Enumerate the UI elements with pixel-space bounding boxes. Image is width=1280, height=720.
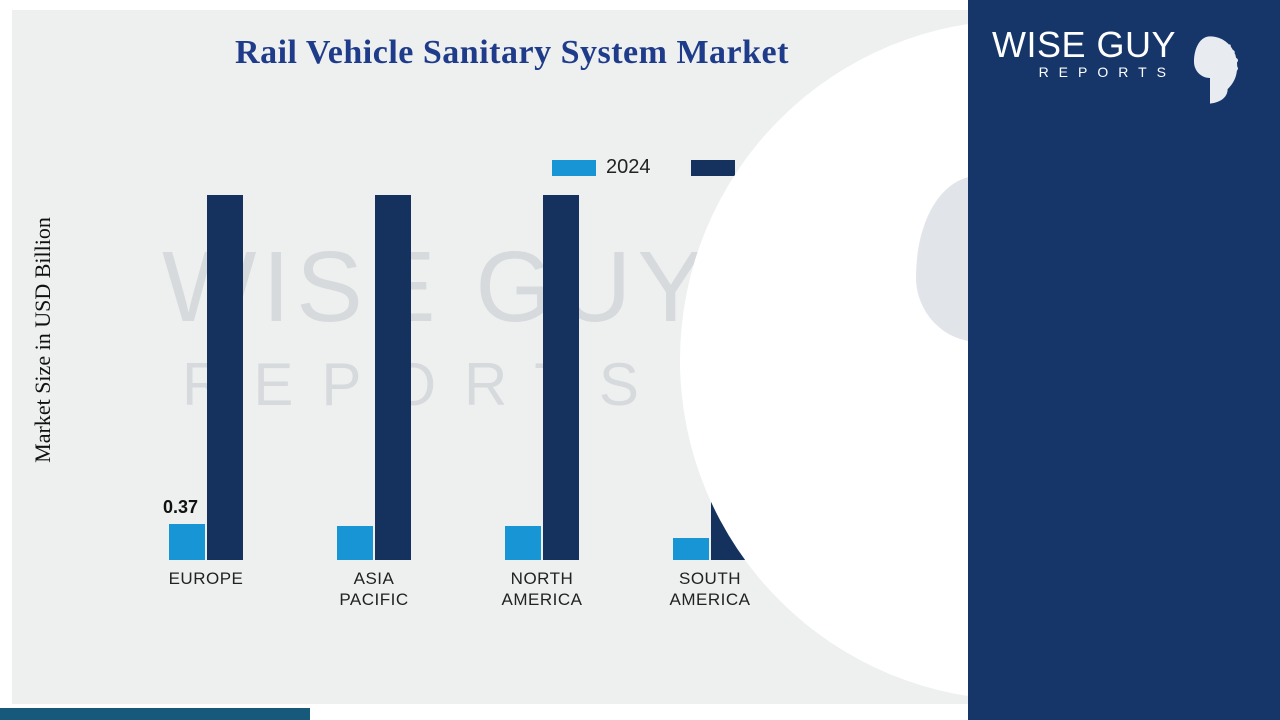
bar-2024 [337, 526, 373, 560]
logo-text-line1: WISE GUY [992, 24, 1176, 66]
bar-2032 [543, 195, 579, 560]
bar-2024 [673, 538, 709, 560]
value-callout: 0.37 [163, 497, 198, 518]
bar-2032 [375, 195, 411, 560]
logo-head-icon [1170, 30, 1250, 110]
legend-item-2024: 2024 [552, 156, 651, 179]
x-axis-label: NORTHAMERICA [458, 568, 626, 611]
legend-label-2024: 2024 [606, 156, 651, 179]
bar-2032 [207, 195, 243, 560]
bar-group: ASIAPACIFIC [290, 190, 458, 560]
brand-logo: WISE GUY REPORTS [992, 24, 1250, 80]
x-axis-label: ASIAPACIFIC [290, 568, 458, 611]
y-axis-label: Market Size in USD Billion [30, 140, 56, 540]
chart-title: Rail Vehicle Sanitary System Market [132, 34, 892, 72]
logo-text-line2: REPORTS [992, 64, 1176, 80]
x-axis-label: EUROPE [122, 568, 290, 589]
legend-swatch-2032 [691, 160, 735, 176]
legend-swatch-2024 [552, 160, 596, 176]
bar-group: NORTHAMERICA [458, 190, 626, 560]
bar-group: EUROPE [122, 190, 290, 560]
bar-2024 [505, 526, 541, 560]
bar-2024 [169, 524, 205, 561]
bottom-accent-bar [0, 708, 310, 720]
stage: WISE GUY REPORTS Rail Vehicle Sanitary S… [0, 0, 1280, 720]
